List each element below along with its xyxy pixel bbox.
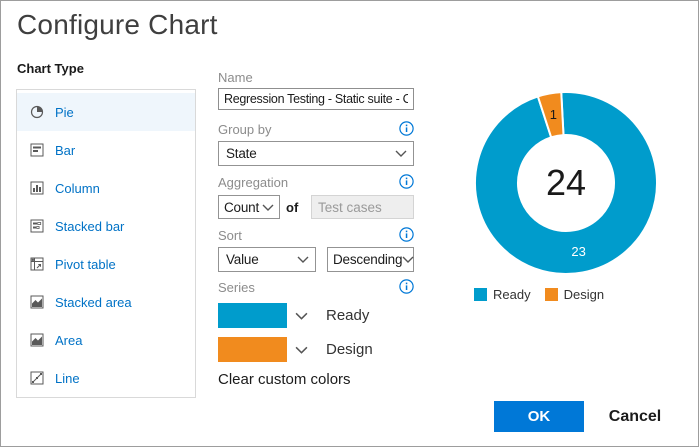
legend-label-ready: Ready xyxy=(493,287,531,302)
stacked-area-icon xyxy=(30,295,44,309)
series-row-ready: Ready xyxy=(218,303,414,328)
slice-value-label: 23 xyxy=(571,244,585,259)
chart-legend: Ready Design xyxy=(474,287,604,302)
chart-type-item-label: Bar xyxy=(55,142,76,158)
sort-label: Sort xyxy=(218,228,242,243)
series-info-icon[interactable] xyxy=(399,279,414,294)
cancel-button[interactable]: Cancel xyxy=(601,401,669,432)
group-by-value: State xyxy=(226,146,257,161)
aggregation-of-text: of xyxy=(286,200,299,215)
dialog-title: Configure Chart xyxy=(17,9,218,40)
chevron-down-icon xyxy=(297,256,309,263)
donut-center-total: 24 xyxy=(546,162,586,203)
legend-swatch-ready xyxy=(474,288,487,301)
bar-icon xyxy=(30,143,44,157)
chevron-down-icon xyxy=(262,204,274,211)
chart-type-item-line[interactable]: Line xyxy=(17,359,195,397)
series-color-swatch-design[interactable] xyxy=(218,337,287,362)
sort-direction-select[interactable]: Descending xyxy=(327,247,414,272)
legend-item-design: Design xyxy=(544,287,605,302)
ok-button[interactable]: OK xyxy=(494,401,584,432)
chevron-down-icon[interactable] xyxy=(295,312,308,320)
chart-type-item-label: Line xyxy=(55,370,80,386)
chart-type-item-area[interactable]: Area xyxy=(17,321,195,359)
series-name-ready: Ready xyxy=(326,307,370,324)
pivot-table-icon xyxy=(30,257,44,271)
chart-type-label: Chart Type xyxy=(17,61,84,76)
group-by-label: Group by xyxy=(218,122,272,137)
legend-swatch-design xyxy=(544,288,558,301)
chart-settings-form: Name Group by State Aggregation Count of… xyxy=(218,1,414,446)
pie-chart-preview: 24 23 1 xyxy=(474,91,658,275)
chart-type-list: Pie Bar Column Stacked bar Pivot table xyxy=(16,89,196,398)
aggregation-field-disabled: Test cases xyxy=(311,195,414,219)
clear-custom-colors-link[interactable]: Clear custom colors xyxy=(218,371,351,388)
chart-type-item-bar[interactable]: Bar xyxy=(17,131,195,169)
pie-icon xyxy=(30,105,44,119)
chart-type-item-stacked-bar[interactable]: Stacked bar xyxy=(17,207,195,245)
legend-label-design: Design xyxy=(563,287,605,302)
stacked-bar-icon xyxy=(30,219,44,233)
series-row-design: Design xyxy=(218,337,414,362)
sort-info-icon[interactable] xyxy=(399,227,414,242)
area-icon xyxy=(30,333,44,347)
chart-type-item-label: Pie xyxy=(55,104,74,120)
chart-type-item-label: Stacked bar xyxy=(55,218,125,234)
sort-by-select[interactable]: Value xyxy=(218,247,316,272)
legend-item-ready: Ready xyxy=(474,287,531,302)
aggregation-value: Count xyxy=(224,199,260,215)
series-label: Series xyxy=(218,280,255,295)
chart-type-item-label: Column xyxy=(55,180,100,196)
chart-type-item-column[interactable]: Column xyxy=(17,169,195,207)
series-color-swatch-ready[interactable] xyxy=(218,303,287,328)
aggregation-select[interactable]: Count xyxy=(218,195,280,219)
chevron-down-icon[interactable] xyxy=(295,346,308,354)
column-icon xyxy=(30,181,44,195)
series-name-design: Design xyxy=(326,341,373,358)
aggregation-label: Aggregation xyxy=(218,175,289,190)
group-by-info-icon[interactable] xyxy=(399,121,414,136)
donut-slice-design xyxy=(536,91,565,139)
chart-type-item-pivot-table[interactable]: Pivot table xyxy=(17,245,195,283)
chart-type-item-label: Area xyxy=(55,332,83,348)
sort-direction-value: Descending xyxy=(333,252,403,267)
group-by-select[interactable]: State xyxy=(218,141,414,166)
chevron-down-icon xyxy=(395,150,407,157)
chevron-down-icon xyxy=(402,256,414,263)
slice-value-label: 1 xyxy=(550,107,557,122)
chart-type-item-label: Stacked area xyxy=(55,294,132,310)
name-label: Name xyxy=(218,70,253,85)
chart-name-input[interactable] xyxy=(218,88,414,110)
line-icon xyxy=(30,371,44,385)
chart-type-item-label: Pivot table xyxy=(55,256,116,272)
chart-type-item-pie[interactable]: Pie xyxy=(17,93,195,131)
aggregation-info-icon[interactable] xyxy=(399,174,414,189)
sort-by-value: Value xyxy=(226,252,259,267)
donut-slice-ready xyxy=(474,91,658,275)
chart-type-item-stacked-area[interactable]: Stacked area xyxy=(17,283,195,321)
